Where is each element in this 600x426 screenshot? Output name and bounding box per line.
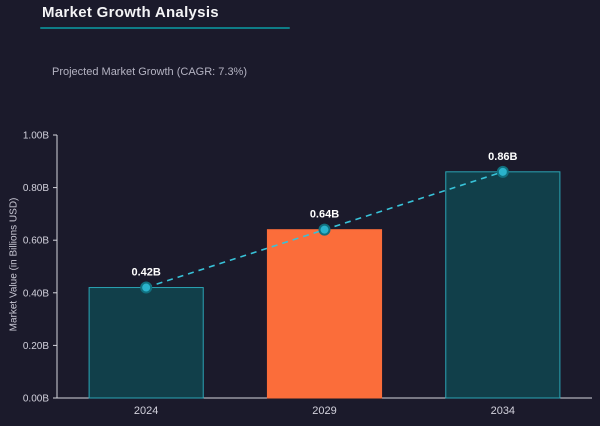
value-label-2029: 0.64B	[310, 209, 339, 221]
y-tick-label: 0.40B	[23, 288, 49, 299]
page-title: Market Growth Analysis	[42, 4, 219, 21]
title-underline	[40, 27, 290, 29]
value-label-2024: 0.42B	[131, 267, 160, 279]
trend-marker-2024	[140, 281, 153, 294]
y-tick-label: 0.60B	[23, 236, 49, 247]
y-tick-label: 1.00B	[23, 131, 49, 142]
bar-2024	[88, 287, 204, 399]
trend-marker-2034	[496, 165, 509, 178]
y-tick-label: 0.00B	[23, 394, 49, 405]
trend-marker-2029	[318, 223, 331, 236]
chart-subtitle: Projected Market Growth (CAGR: 7.3%)	[52, 66, 248, 78]
x-tick-label-2034: 2034	[491, 405, 515, 417]
bar-2029	[266, 229, 383, 399]
y-tick-label: 0.20B	[23, 341, 49, 352]
x-tick-label-2029: 2029	[312, 405, 336, 417]
y-tick-label: 0.80B	[23, 183, 49, 194]
value-label-2034: 0.86B	[488, 151, 517, 163]
x-tick-label-2024: 2024	[134, 405, 158, 417]
bar-2034	[445, 171, 561, 399]
